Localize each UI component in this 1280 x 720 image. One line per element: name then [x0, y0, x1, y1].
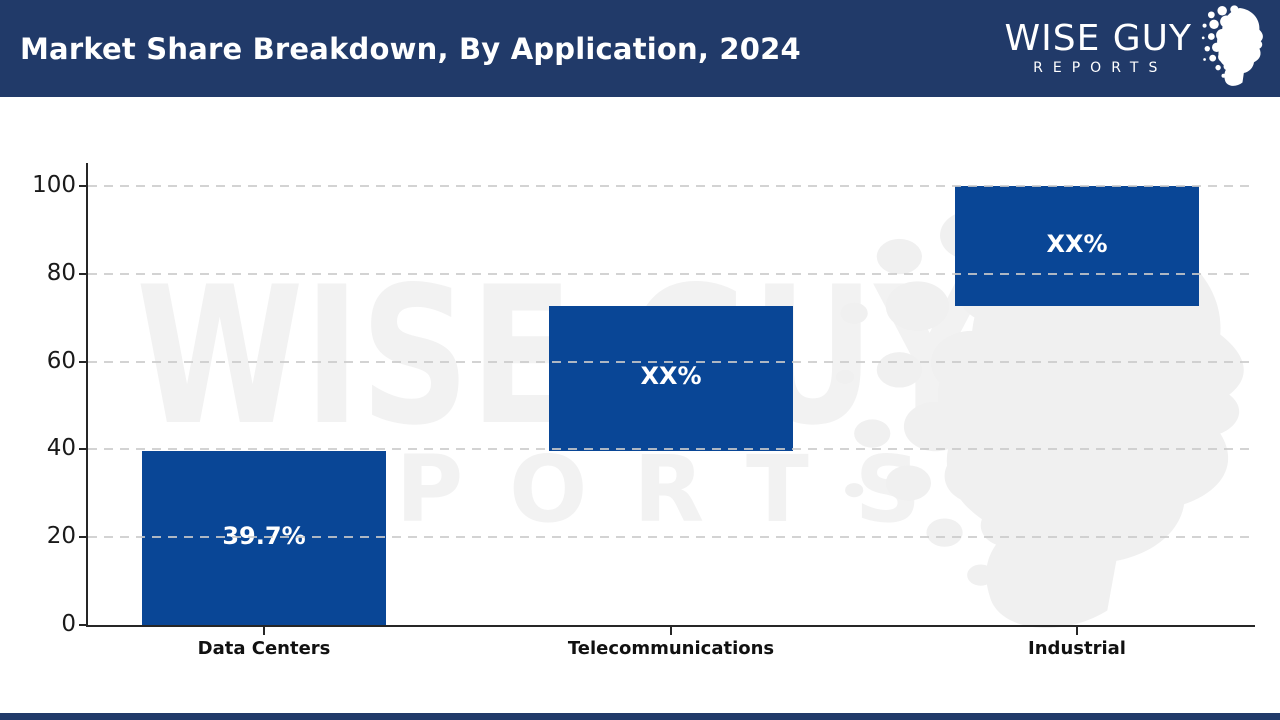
x-category-label: Telecommunications: [567, 638, 775, 659]
y-tick-label: 0: [61, 611, 76, 637]
y-tick-mark: [79, 536, 88, 539]
y-tick-mark: [79, 624, 88, 626]
y-tick-label: 100: [32, 172, 76, 198]
y-gridline: [88, 448, 1253, 451]
page-title: Market Share Breakdown, By Application, …: [20, 31, 801, 66]
x-tick-mark: [263, 627, 265, 635]
x-category-label: Data Centers: [197, 638, 331, 659]
brand-logo-text: WISE GUY REPORTS: [1005, 20, 1193, 76]
footer-bar: [0, 713, 1280, 720]
y-tick-mark: [79, 360, 88, 363]
x-tick-mark: [670, 627, 672, 635]
y-tick-mark: [79, 448, 88, 451]
y-tick-label: 20: [46, 523, 76, 550]
bar-value-label: XX%: [640, 362, 702, 391]
brand-subname: REPORTS: [1033, 59, 1168, 76]
brand-name: WISE GUY: [1004, 18, 1192, 60]
wise-guy-head-icon: [1201, 5, 1263, 86]
bar-segment: XX%: [549, 305, 793, 451]
y-gridline: [88, 360, 1253, 363]
x-axis-line: [86, 625, 1255, 627]
brand-logo: WISE GUY REPORTS: [1005, 4, 1273, 92]
y-tick-label: 80: [46, 259, 76, 286]
x-tick-mark: [1076, 627, 1078, 635]
bar-value-label: XX%: [1046, 229, 1108, 258]
y-tick-label: 40: [46, 435, 76, 462]
y-gridline: [88, 536, 1253, 539]
y-tick-mark: [79, 185, 88, 187]
y-tick-label: 60: [46, 347, 76, 374]
y-tick-mark: [79, 272, 88, 275]
bar-value-label: 39.7%: [222, 521, 306, 550]
y-gridline: [88, 272, 1253, 275]
y-axis-line: [86, 163, 88, 627]
y-gridline: [88, 185, 1253, 187]
header-bar: Market Share Breakdown, By Application, …: [0, 0, 1280, 97]
x-category-label: Industrial: [1028, 638, 1126, 659]
bar-segment: XX%: [955, 186, 1199, 306]
